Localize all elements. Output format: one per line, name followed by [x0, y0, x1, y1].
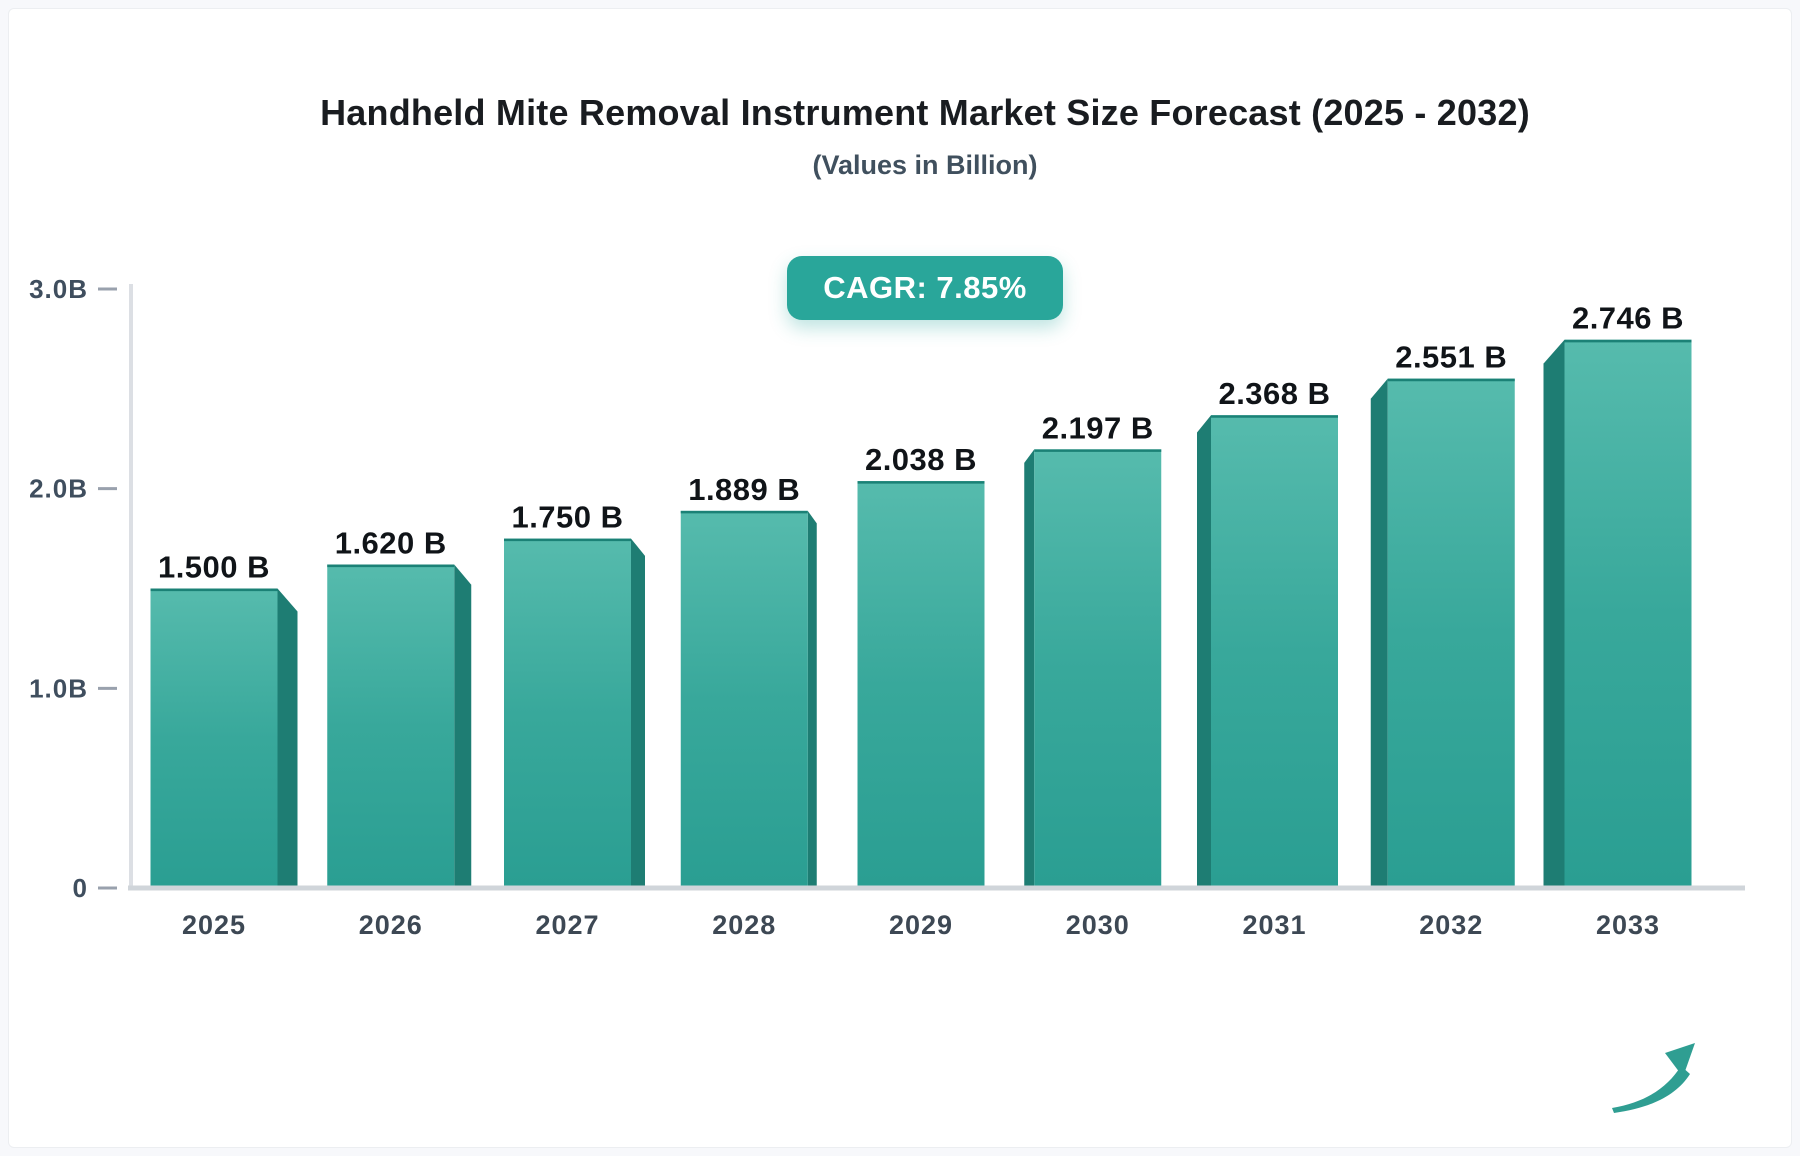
y-tick-label: 3.0B	[29, 274, 88, 304]
bar-face	[150, 588, 278, 890]
cagr-badge-row: CAGR: 7.85%	[110, 256, 1740, 320]
x-axis-year-label: 2029	[889, 910, 953, 940]
bar-face	[504, 538, 631, 890]
bar-face	[1211, 415, 1338, 890]
bar-side-panel	[807, 510, 817, 890]
y-tick-label: 2.0B	[29, 474, 88, 504]
x-axis-year-label: 2026	[359, 910, 423, 940]
bar-group-2032: 2.551 B 2032	[1370, 340, 1515, 940]
bar-face	[327, 564, 455, 890]
bar-group-2029: 2.038 B 2029	[857, 442, 985, 940]
bar-group-2026: 1.620 B 2026	[327, 526, 472, 940]
bar-side-panel	[277, 588, 298, 890]
bar-side-panel	[1543, 339, 1565, 890]
bar-group-2025: 1.500 B 2025	[150, 550, 298, 940]
x-axis-year-label: 2027	[535, 910, 599, 940]
x-axis-year-label: 2031	[1242, 910, 1306, 940]
x-axis-year-label: 2025	[182, 910, 246, 940]
amr-logo-arrowhead-icon	[1665, 1043, 1695, 1077]
bar-face	[1034, 449, 1162, 890]
bar-side-panel	[1197, 415, 1211, 890]
bar-value-label: 1.500 B	[158, 550, 270, 585]
x-axis-year-label: 2032	[1419, 910, 1483, 940]
bar-side-panel	[631, 538, 645, 890]
bar-side-panel	[1024, 449, 1035, 890]
bar-group-2033: 2.746 B 2033	[1543, 301, 1692, 940]
bar-group-2030: 2.197 B 2030	[1024, 410, 1162, 940]
x-axis-year-label: 2033	[1596, 910, 1660, 940]
bar-face	[1564, 339, 1692, 890]
bar-value-label: 2.197 B	[1042, 410, 1154, 445]
x-axis-year-label: 2030	[1066, 910, 1130, 940]
amr-logo-arrow-swoosh-icon	[1612, 1066, 1690, 1113]
bar-side-panel	[1370, 378, 1388, 890]
amr-logo	[1612, 1043, 1695, 1113]
bar-face	[680, 510, 808, 890]
bar-face	[1387, 378, 1515, 890]
y-tick-label: 0	[73, 873, 88, 903]
x-axis-year-label: 2028	[712, 910, 776, 940]
bar-group-2027: 1.750 B 2027	[504, 500, 645, 940]
y-tick-label: 1.0B	[29, 673, 88, 703]
bar-value-label: 1.750 B	[511, 500, 623, 535]
bar-group-2028: 1.889 B 2028	[680, 472, 817, 940]
bar-side-panel	[454, 564, 472, 890]
bar-value-label: 2.368 B	[1218, 376, 1330, 411]
bar-value-label: 2.038 B	[865, 442, 977, 477]
bar-value-label: 2.746 B	[1572, 301, 1684, 336]
cagr-badge: CAGR: 7.85%	[787, 256, 1063, 320]
bar-value-label: 2.551 B	[1395, 340, 1507, 375]
bar-face	[857, 481, 985, 890]
bar-value-label: 1.889 B	[688, 472, 800, 507]
bar-group-2031: 2.368 B 2031	[1197, 376, 1338, 940]
bar-value-label: 1.620 B	[335, 526, 447, 561]
